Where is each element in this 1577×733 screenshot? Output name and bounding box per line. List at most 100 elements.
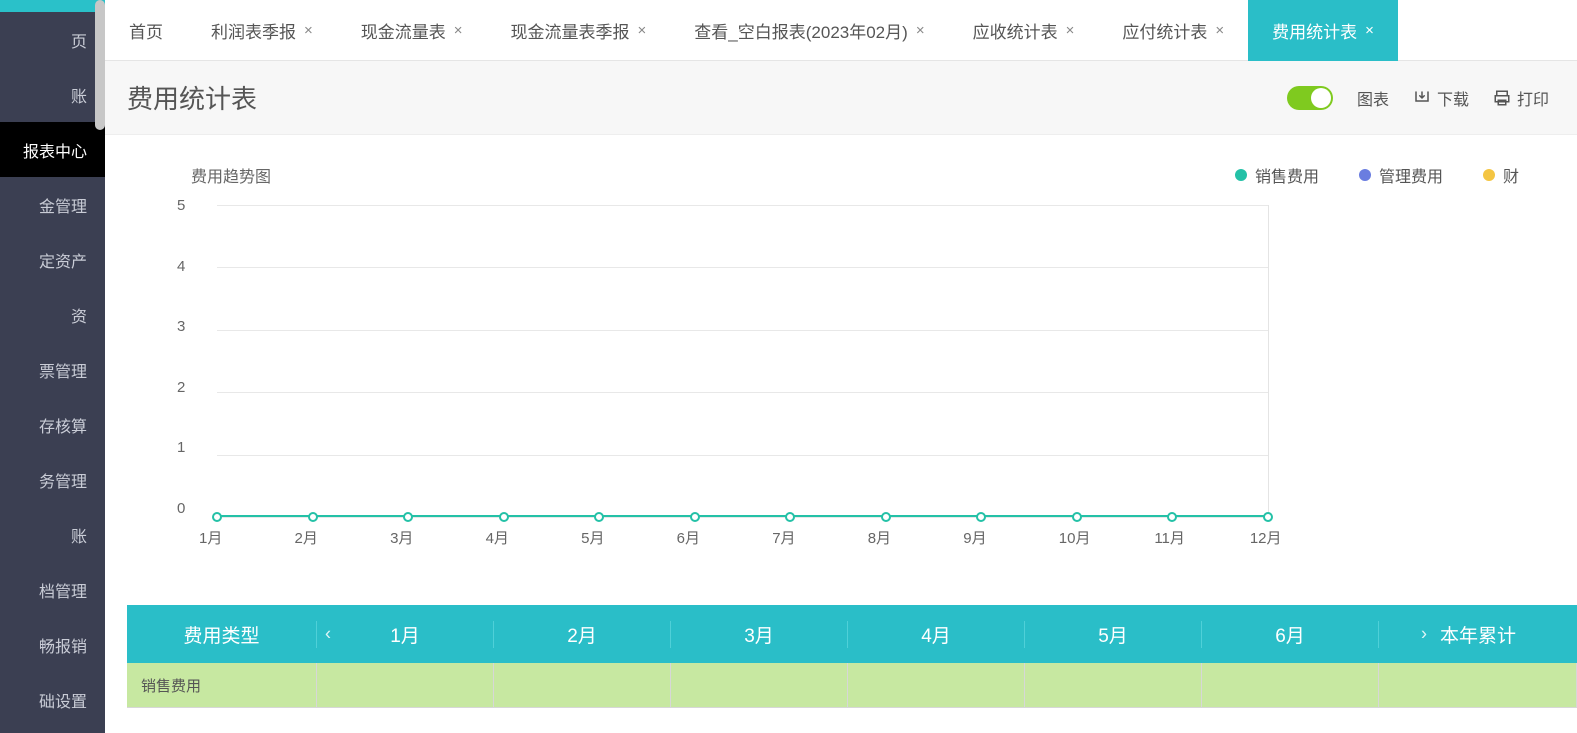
td-month-1 xyxy=(494,663,671,707)
sidebar-item-1[interactable]: 账 xyxy=(0,67,105,122)
y-tick: 4 xyxy=(177,258,185,275)
legend-item-2[interactable]: 财 xyxy=(1483,163,1519,187)
tab-label: 现金流量表 xyxy=(361,18,446,43)
close-icon[interactable]: × xyxy=(638,22,647,39)
chart-area: 543210 1月2月3月4月5月6月7月8月9月10月11月12月 xyxy=(217,197,1269,557)
gridline xyxy=(217,392,1268,393)
tab-3[interactable]: 现金流量表季报 × xyxy=(487,0,671,61)
close-icon[interactable]: × xyxy=(454,22,463,39)
sidebar-item-11[interactable]: 畅报销 xyxy=(0,617,105,672)
sidebar-item-8[interactable]: 务管理 xyxy=(0,452,105,507)
tab-label: 应付统计表 xyxy=(1122,18,1207,43)
x-tick: 6月 xyxy=(695,527,696,557)
sidebar-item-0[interactable]: 页 xyxy=(0,12,105,67)
sidebar-item-6[interactable]: 票管理 xyxy=(0,342,105,397)
sidebar-scrollbar[interactable] xyxy=(95,0,105,130)
close-icon[interactable]: × xyxy=(1215,22,1224,39)
chart-marker[interactable] xyxy=(308,512,318,522)
print-icon xyxy=(1493,89,1511,107)
chart-toggle-label: 图表 xyxy=(1357,86,1389,110)
chart-marker[interactable] xyxy=(976,512,986,522)
legend-item-1[interactable]: 管理费用 xyxy=(1359,163,1443,187)
tab-5[interactable]: 应收统计表× xyxy=(949,0,1099,61)
chart-marker[interactable] xyxy=(1167,512,1177,522)
legend-item-0[interactable]: 销售费用 xyxy=(1235,163,1319,187)
tab-1[interactable]: 利润表季报 × xyxy=(187,0,337,61)
td-month-2 xyxy=(671,663,848,707)
sidebar-top-accent xyxy=(0,0,105,12)
chart-marker[interactable] xyxy=(881,512,891,522)
sidebar-item-2[interactable]: 报表中心 xyxy=(0,122,105,177)
close-icon[interactable]: × xyxy=(1066,22,1075,39)
x-tick: 5月 xyxy=(599,527,600,557)
download-icon xyxy=(1413,89,1431,107)
table-row[interactable]: 销售费用 xyxy=(127,663,1577,708)
th-month-0: 1月 xyxy=(317,621,494,648)
legend-dot xyxy=(1483,169,1495,181)
gridline xyxy=(217,267,1268,268)
chart-legend: 销售费用 管理费用 财 xyxy=(1235,163,1519,187)
x-tick: 7月 xyxy=(790,527,791,557)
x-tick: 3月 xyxy=(408,527,409,557)
chart-marker[interactable] xyxy=(1263,512,1273,522)
td-total xyxy=(1379,663,1577,707)
sidebar-item-4[interactable]: 定资产 xyxy=(0,232,105,287)
tab-label: 费用统计表 xyxy=(1272,18,1357,43)
sidebar-item-5[interactable]: 资 xyxy=(0,287,105,342)
tab-label: 现金流量表季报 xyxy=(511,18,630,43)
chart-marker[interactable] xyxy=(785,512,795,522)
chart-marker[interactable] xyxy=(690,512,700,522)
x-tick: 10月 xyxy=(1077,527,1078,557)
tab-6[interactable]: 应付统计表 × xyxy=(1098,0,1248,61)
y-axis: 5 4 3 2 1 0 xyxy=(177,197,185,517)
y-tick: 1 xyxy=(177,439,185,456)
y-tick: 2 xyxy=(177,379,185,396)
x-tick: 8月 xyxy=(886,527,887,557)
y-tick: 0 xyxy=(177,500,185,517)
y-tick: 5 xyxy=(177,197,185,214)
tab-7[interactable]: 费用统计表 × xyxy=(1248,0,1398,61)
chart-toggle[interactable] xyxy=(1287,86,1333,110)
x-tick: 12月 xyxy=(1268,527,1269,557)
chart-marker[interactable] xyxy=(212,512,222,522)
sidebar: 页账报表中心金管理定资产资票管理存核算务管理账档管理畅报销础设置 xyxy=(0,0,105,733)
gridline xyxy=(217,330,1268,331)
td-type: 销售费用 xyxy=(127,663,317,707)
chart-card: 费用趋势图 销售费用 管理费用 财 5 4 3 2 1 0 1月 2月 3月 4月 5月 6月 7月 8月 9… xyxy=(127,145,1549,587)
td-month-5 xyxy=(1202,663,1379,707)
close-icon[interactable]: × xyxy=(916,22,925,39)
print-button[interactable]: 打印 xyxy=(1493,86,1549,110)
tab-0[interactable]: 首页 xyxy=(105,0,187,61)
legend-label: 财 xyxy=(1503,163,1519,187)
x-tick: 2月 xyxy=(313,527,314,557)
chart-marker[interactable] xyxy=(594,512,604,522)
page-title: 费用统计表 xyxy=(127,79,1287,116)
th-month-5: 6月 xyxy=(1202,621,1379,648)
chart-marker[interactable] xyxy=(1072,512,1082,522)
chart-marker[interactable] xyxy=(403,512,413,522)
sidebar-item-12[interactable]: 础设置 xyxy=(0,672,105,727)
close-icon[interactable]: × xyxy=(1365,22,1374,39)
chart-title: 费用趋势图 xyxy=(157,163,271,187)
sidebar-item-3[interactable]: 金管理 xyxy=(0,177,105,232)
y-tick: 3 xyxy=(177,318,185,335)
x-tick: 4月 xyxy=(504,527,505,557)
th-type: 费用类型 xyxy=(127,621,317,648)
tab-4[interactable]: 查看_空白报表(2023年02月)× xyxy=(670,0,948,61)
close-icon[interactable]: × xyxy=(304,22,313,39)
x-tick: 9月 xyxy=(981,527,982,557)
legend-dot xyxy=(1359,169,1371,181)
sidebar-item-10[interactable]: 档管理 xyxy=(0,562,105,617)
tab-2[interactable]: 现金流量表 × xyxy=(337,0,487,61)
download-button[interactable]: 下载 xyxy=(1413,86,1469,110)
td-month-0 xyxy=(317,663,494,707)
tab-label: 利润表季报 xyxy=(211,18,296,43)
table-header: 费用类型‹1月2月3月4月5月6月›本年累计 xyxy=(127,605,1577,663)
chart-marker[interactable] xyxy=(499,512,509,522)
th-month-2: 3月 xyxy=(671,621,848,648)
x-tick: 1月 xyxy=(217,527,218,557)
sidebar-item-9[interactable]: 账 xyxy=(0,507,105,562)
page-header: 费用统计表 图表 下载 打印 xyxy=(105,61,1577,135)
sidebar-item-7[interactable]: 存核算 xyxy=(0,397,105,452)
chart-header: 费用趋势图 销售费用 管理费用 财 xyxy=(157,163,1519,187)
